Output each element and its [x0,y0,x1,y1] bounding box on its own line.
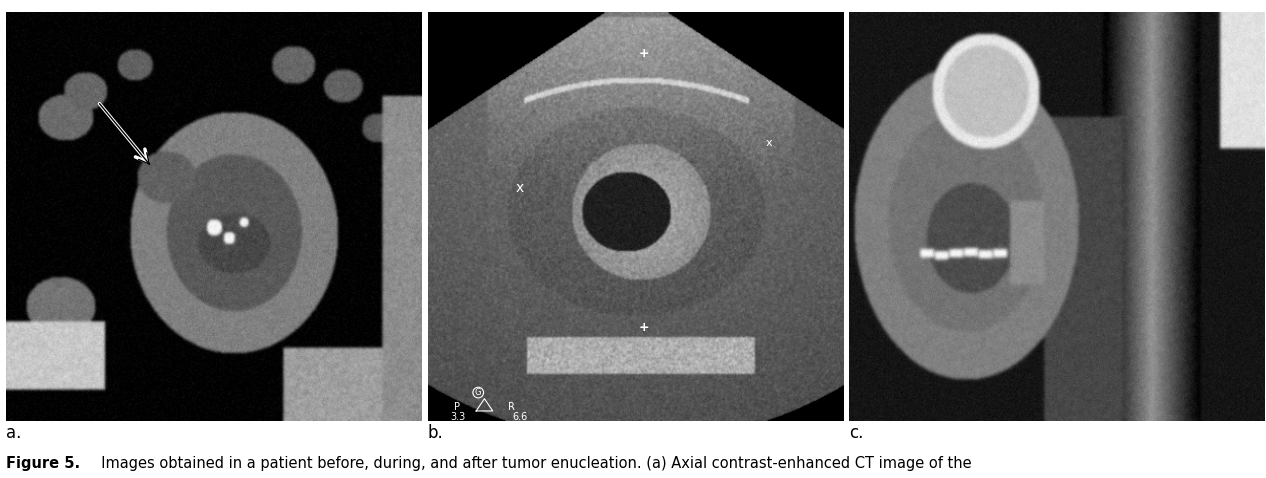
Text: Images obtained in a patient before, during, and after tumor enucleation. (a) Ax: Images obtained in a patient before, dur… [92,456,972,471]
Text: a.: a. [6,424,22,442]
Text: c.: c. [849,424,863,442]
Text: 3.3: 3.3 [449,412,465,422]
Text: b.: b. [428,424,443,442]
Text: 6.6: 6.6 [513,412,528,422]
Text: x: x [515,181,524,195]
Text: R: R [508,402,515,412]
Text: +: + [639,321,649,334]
Text: G: G [475,388,481,397]
Text: +: + [639,47,649,60]
Text: Figure 5.: Figure 5. [6,456,81,471]
Text: x: x [766,138,772,148]
Text: P: P [454,402,461,412]
